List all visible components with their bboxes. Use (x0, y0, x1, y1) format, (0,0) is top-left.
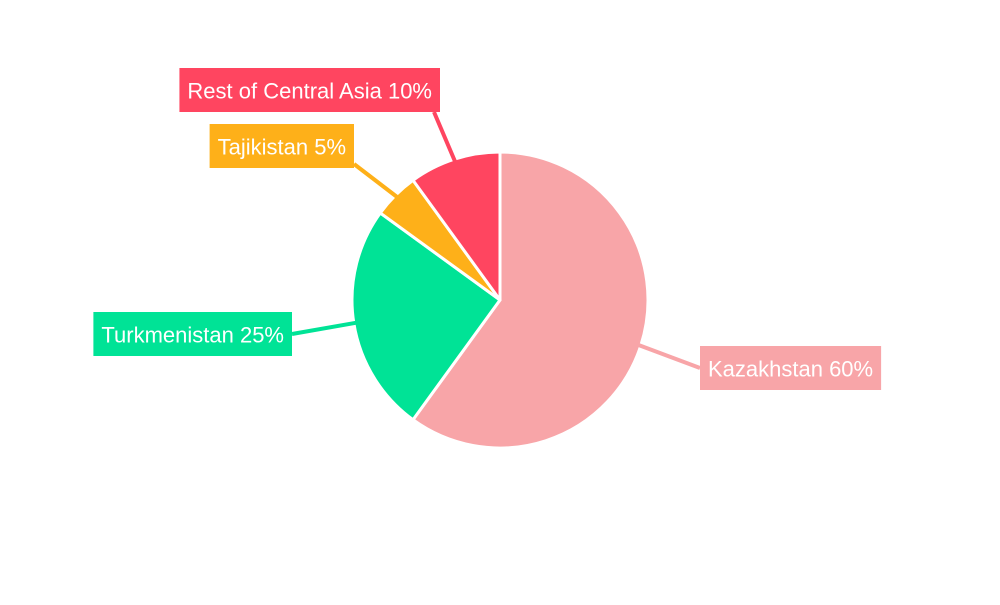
leader-lines-layer (291, 111, 701, 370)
leader-line-kazakhstan (638, 343, 701, 370)
slice-label-kazakhstan: Kazakhstan 60% (708, 357, 873, 382)
leader-line-rest-of-central-asia (432, 111, 457, 162)
slice-label-rest-of-central-asia: Rest of Central Asia 10% (187, 79, 432, 104)
slices-layer (350, 150, 650, 450)
slice-label-box-tajikistan (209, 124, 354, 168)
slice-label-box-turkmenistan (93, 312, 292, 356)
labels-layer: Kazakhstan 60% Turkmenistan 25% Tajikistan… (93, 68, 882, 390)
slice-label-box-rest-of-central-asia (179, 68, 440, 112)
slice-label-turkmenistan: Turkmenistan 25% (101, 323, 284, 348)
slice-label-box-kazakhstan (700, 346, 882, 390)
leader-line-turkmenistan (291, 320, 357, 336)
slice-label-tajikistan: Tajikistan 5% (218, 135, 346, 160)
leader-line-tajikistan (352, 162, 398, 199)
